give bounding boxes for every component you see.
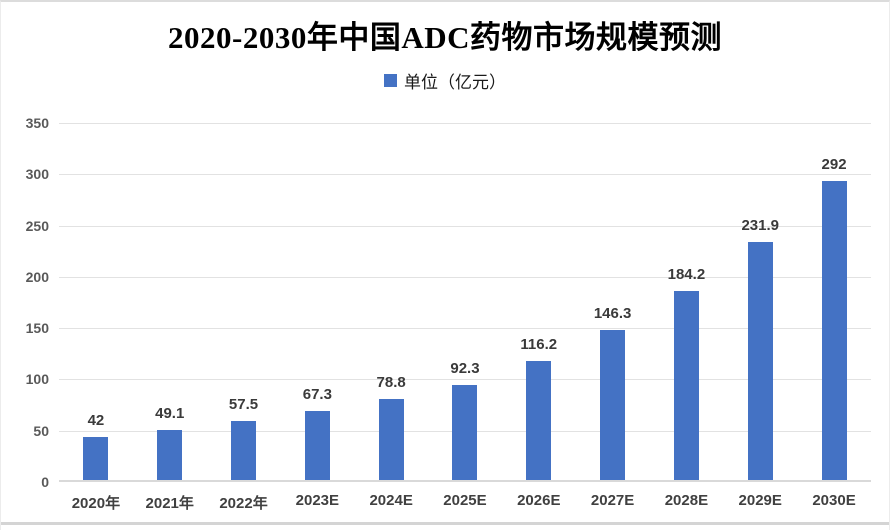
bar-value-label: 57.5 — [228, 396, 259, 414]
bar-column: 92.3 — [428, 123, 502, 480]
bar-value-label: 92.3 — [450, 360, 480, 378]
x-axis-label: 2020年 — [71, 495, 121, 512]
x-axis-label: 2021年 — [145, 495, 194, 512]
x-axis-label: 2025E — [443, 492, 487, 509]
bar-column: 292 — [797, 123, 871, 480]
bar-column: 116.2 — [502, 123, 576, 480]
bar — [526, 360, 552, 480]
bar — [231, 421, 257, 480]
x-axis-label: 2022年 — [219, 495, 268, 512]
bar-column: 231.9 — [723, 123, 797, 480]
gridline — [59, 276, 871, 278]
bar — [452, 385, 478, 480]
bar-column: 146.3 — [576, 123, 650, 480]
bar-value-label: 184.2 — [667, 266, 706, 284]
x-axis-label: 2029E — [738, 492, 782, 509]
y-axis-label: 300 — [25, 166, 49, 183]
bar-column: 67.3 — [280, 123, 354, 480]
bar-column: 184.2 — [650, 123, 724, 480]
x-axis-label: 2024E — [369, 492, 413, 509]
y-axis-label: 150 — [25, 320, 49, 337]
chart-title: 2020-2030年中国ADC药物市场规模预测 — [168, 20, 722, 55]
x-axis-label: 2026E — [517, 492, 561, 509]
x-axis-label: 2023E — [295, 492, 340, 509]
bar — [747, 242, 773, 480]
legend-label: 单位（亿元） — [404, 73, 506, 92]
x-axis: 2020年 2021年 2022年 2023E 2024E 2025E 2026E 2027E… — [59, 492, 871, 514]
y-axis-label: 50 — [33, 422, 49, 439]
bar-column: 49.1 — [133, 123, 207, 480]
bar — [378, 399, 404, 480]
gridline — [59, 379, 871, 381]
gridline — [59, 174, 871, 176]
x-axis-label: 2027E — [590, 492, 635, 509]
bar-value-label: 42 — [87, 411, 105, 429]
bar — [821, 180, 847, 480]
bar — [304, 410, 330, 480]
y-axis-label: 350 — [25, 115, 49, 131]
bar — [83, 436, 109, 480]
gridline — [59, 123, 871, 124]
bar-value-label: 292 — [821, 155, 847, 173]
bar-value-label: 78.8 — [376, 374, 406, 392]
bar-series: 42 49.1 57.5 67.3 78.8 92.3 116.2 146.3 184.2 231… — [59, 123, 871, 480]
bar-value-label: 116.2 — [520, 335, 558, 353]
bar-value-label: 67.3 — [302, 385, 332, 403]
gridline — [59, 225, 871, 227]
legend: 单位（亿元） — [1, 68, 889, 93]
y-axis-label: 200 — [25, 268, 49, 285]
bar — [673, 291, 699, 480]
x-axis-label: 2030E — [812, 492, 856, 509]
bar-value-label: 49.1 — [155, 404, 185, 422]
bar-value-label: 146.3 — [593, 304, 632, 322]
gridline — [59, 328, 871, 330]
plot-area: 42 49.1 57.5 67.3 78.8 92.3 116.2 146.3 184.2 231… — [59, 123, 871, 482]
y-axis: 0 50 100 150 200 250 300 350 — [1, 2, 51, 530]
bar — [157, 429, 183, 480]
bar-column: 78.8 — [354, 123, 428, 480]
bar-column: 42 — [59, 123, 133, 480]
bar-column: 57.5 — [207, 123, 281, 480]
y-axis-label: 250 — [25, 217, 49, 234]
x-axis-label: 2028E — [664, 492, 709, 509]
bar-value-label: 231.9 — [741, 217, 779, 235]
legend-swatch-icon — [384, 74, 397, 87]
bar — [600, 329, 626, 480]
bottom-border — [1, 522, 889, 525]
y-axis-label: 0 — [41, 474, 49, 490]
y-axis-label: 100 — [25, 371, 49, 388]
